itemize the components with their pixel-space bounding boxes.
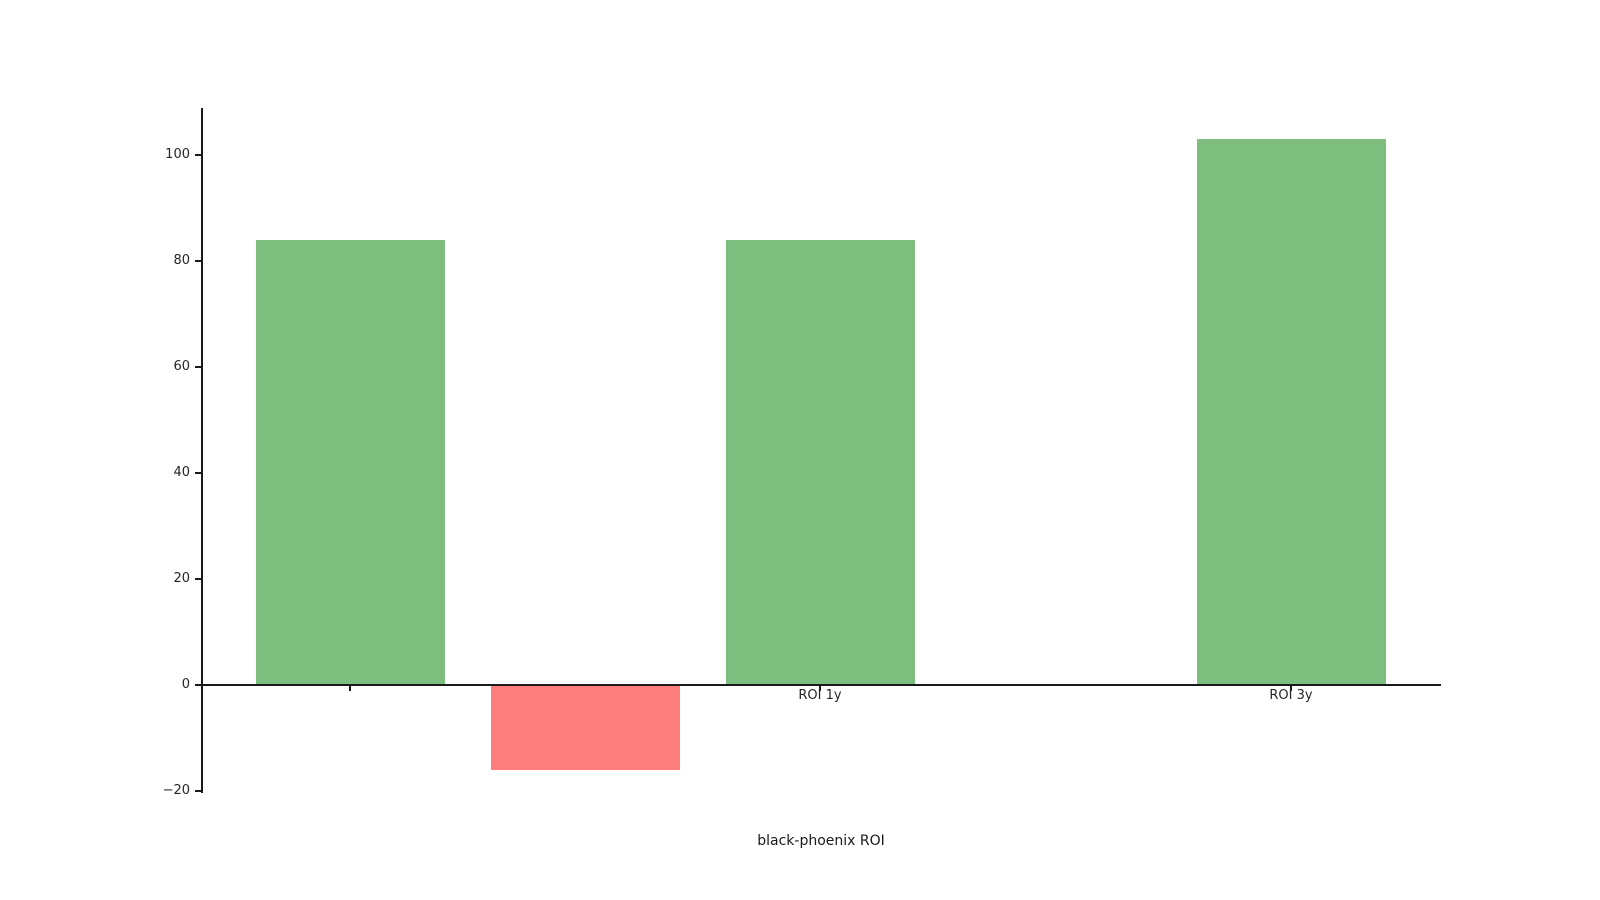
- x-tick-mark: [1290, 685, 1292, 691]
- x-tick-label: ROI 3y: [1269, 688, 1313, 703]
- y-tick-mark: [195, 366, 201, 368]
- bar-category-1: [255, 239, 445, 685]
- y-tick-label: 100: [165, 147, 190, 162]
- y-tick-label: 40: [173, 465, 190, 480]
- x-axis-zero-line: [201, 684, 1441, 686]
- y-axis-spine: [201, 108, 203, 793]
- y-tick-mark: [195, 578, 201, 580]
- y-tick-label: 80: [173, 253, 190, 268]
- chart-title: black-phoenix ROI: [757, 833, 885, 849]
- bar-roi-3y: [1196, 139, 1386, 685]
- y-tick-label: 0: [181, 677, 190, 692]
- bar-category-2: [490, 685, 680, 770]
- bar-roi-1y: [725, 239, 915, 685]
- y-tick-mark: [195, 472, 201, 474]
- x-tick-mark: [349, 685, 351, 691]
- y-tick-label: −20: [162, 783, 190, 798]
- x-tick-label: ROI 1y: [798, 688, 842, 703]
- y-tick-mark: [195, 790, 201, 792]
- y-tick-mark: [195, 684, 201, 686]
- y-tick-mark: [195, 154, 201, 156]
- x-tick-mark: [819, 685, 821, 691]
- y-tick-mark: [195, 260, 201, 262]
- y-tick-label: 20: [173, 571, 190, 586]
- y-tick-label: 60: [173, 359, 190, 374]
